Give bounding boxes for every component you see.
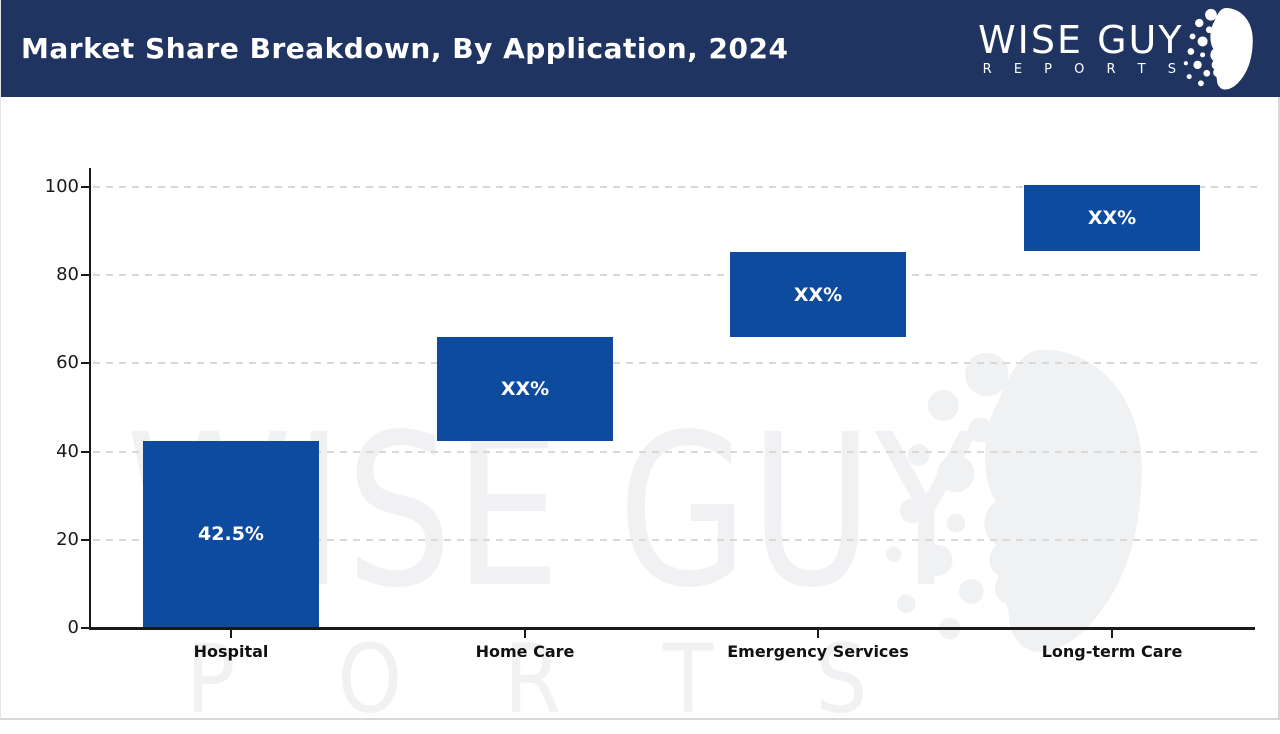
x-tick-hospital: [230, 630, 232, 638]
x-axis-spine: [89, 627, 1255, 630]
y-tick-0: [81, 627, 89, 629]
y-tick-label-40: 40: [56, 440, 79, 462]
header-bar: Market Share Breakdown, By Application, …: [1, 0, 1280, 97]
wiseguy-logo: WISE GUY R E P O R T S: [977, 3, 1280, 95]
y-tick-20: [81, 538, 89, 541]
y-tick-label-60: 60: [56, 352, 79, 374]
bar-emergency-services: XX%: [730, 252, 906, 337]
bar-value-label: XX%: [500, 377, 550, 400]
x-tick-label-home-care: Home Care: [475, 642, 575, 661]
gridline-80: [93, 274, 1258, 277]
y-tick-60: [81, 362, 89, 365]
x-tick-home-care: [524, 630, 526, 638]
gridline-20: [93, 538, 1258, 541]
x-tick-label-long-term-care: Long-term Care: [1041, 642, 1183, 661]
y-tick-label-80: 80: [56, 264, 79, 286]
y-tick-80: [81, 274, 89, 277]
gridline-100: [93, 186, 1258, 188]
y-tick-100: [81, 186, 89, 188]
x-tick-label-emergency-services: Emergency Services: [727, 642, 909, 661]
bar-home-care: XX%: [437, 336, 613, 441]
y-axis-spine: [89, 168, 91, 629]
y-tick-40: [81, 450, 89, 453]
page-title: Market Share Breakdown, By Application, …: [21, 32, 789, 65]
y-tick-label-0: 0: [67, 617, 79, 638]
chart-area: WISE GUY P O R T S 0 20 40 60 80 100 42.5% Hosp…: [1, 97, 1280, 734]
gridline-60: [93, 362, 1258, 365]
bar-long-term-care: XX%: [1024, 185, 1200, 252]
wiseguy-logo-text: WISE GUY R E P O R T S: [977, 21, 1185, 77]
gridline-40: [93, 450, 1258, 453]
watermark-face-icon: [886, 349, 1142, 652]
x-tick-emergency-services: [817, 630, 819, 638]
bar-hospital: 42.5%: [143, 440, 319, 628]
x-tick-long-term-care: [1111, 630, 1113, 638]
logo-wordmark: WISE GUY: [978, 17, 1184, 62]
x-tick-label-hospital: Hospital: [193, 642, 269, 661]
bar-value-label: 42.5%: [198, 523, 264, 546]
bar-value-label: XX%: [1087, 207, 1137, 230]
bar-value-label: XX%: [793, 283, 843, 306]
logo-subtitle: R E P O R T S: [982, 61, 1185, 77]
wiseguy-face-icon: [1183, 7, 1253, 90]
y-tick-label-100: 100: [44, 176, 79, 197]
y-tick-label-20: 20: [56, 528, 79, 550]
